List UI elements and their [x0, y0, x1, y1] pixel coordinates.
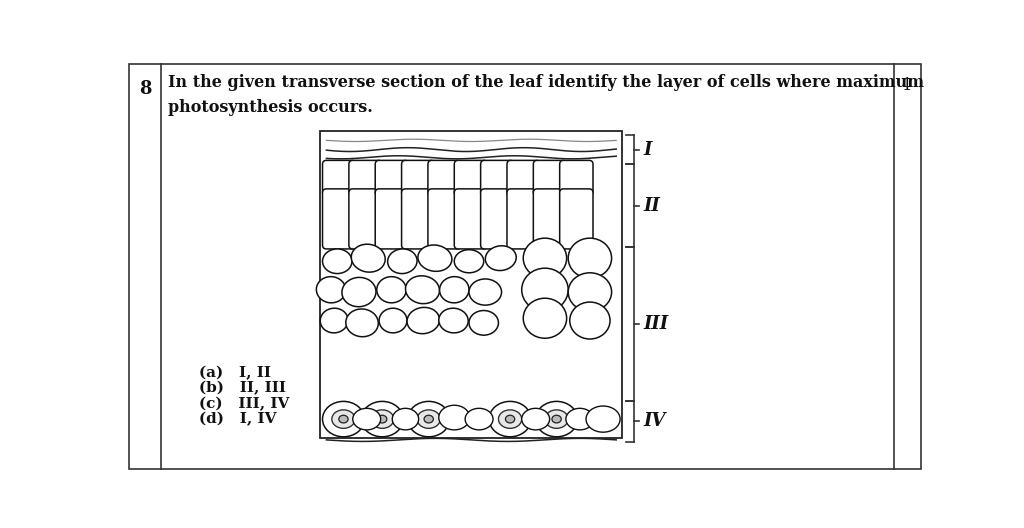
Ellipse shape	[455, 250, 483, 273]
Ellipse shape	[377, 277, 407, 303]
Ellipse shape	[523, 298, 566, 338]
Ellipse shape	[379, 308, 407, 333]
Ellipse shape	[523, 238, 566, 278]
Ellipse shape	[392, 408, 419, 430]
Ellipse shape	[378, 415, 387, 423]
Ellipse shape	[566, 408, 594, 430]
Text: (d)   I, IV: (d) I, IV	[200, 412, 276, 427]
Ellipse shape	[408, 307, 439, 334]
Ellipse shape	[371, 410, 394, 428]
FancyBboxPatch shape	[560, 189, 593, 249]
Ellipse shape	[323, 401, 365, 437]
Ellipse shape	[439, 277, 469, 303]
FancyBboxPatch shape	[507, 161, 541, 196]
Ellipse shape	[342, 277, 376, 307]
Ellipse shape	[465, 408, 493, 430]
Ellipse shape	[469, 310, 499, 335]
Ellipse shape	[469, 279, 502, 305]
Ellipse shape	[499, 410, 521, 428]
Ellipse shape	[569, 302, 610, 339]
Text: II: II	[643, 197, 660, 215]
Ellipse shape	[339, 415, 348, 423]
Ellipse shape	[568, 238, 611, 278]
FancyBboxPatch shape	[323, 161, 356, 196]
FancyBboxPatch shape	[560, 161, 593, 196]
Ellipse shape	[417, 410, 440, 428]
FancyBboxPatch shape	[375, 161, 409, 196]
Ellipse shape	[568, 273, 611, 312]
FancyBboxPatch shape	[455, 161, 487, 196]
FancyBboxPatch shape	[428, 161, 461, 196]
Ellipse shape	[521, 268, 568, 312]
Ellipse shape	[438, 406, 470, 430]
Ellipse shape	[424, 415, 433, 423]
Ellipse shape	[406, 276, 439, 304]
FancyBboxPatch shape	[480, 189, 514, 249]
Ellipse shape	[351, 244, 385, 272]
FancyBboxPatch shape	[401, 161, 435, 196]
FancyBboxPatch shape	[401, 189, 435, 249]
Ellipse shape	[332, 410, 355, 428]
FancyBboxPatch shape	[534, 161, 566, 196]
Ellipse shape	[316, 277, 346, 303]
FancyBboxPatch shape	[428, 189, 461, 249]
Text: III: III	[643, 315, 669, 333]
Text: 1: 1	[901, 77, 912, 94]
Ellipse shape	[489, 401, 531, 437]
Bar	[321, 131, 623, 438]
Ellipse shape	[346, 309, 378, 337]
Ellipse shape	[545, 410, 568, 428]
Text: 8: 8	[139, 80, 152, 98]
Text: In the given transverse section of the leaf identify the layer of cells where ma: In the given transverse section of the l…	[168, 74, 925, 116]
Ellipse shape	[506, 415, 515, 423]
Ellipse shape	[485, 246, 516, 270]
Text: I: I	[643, 140, 651, 158]
FancyBboxPatch shape	[534, 189, 566, 249]
Ellipse shape	[439, 308, 468, 333]
Ellipse shape	[352, 408, 381, 430]
Text: (a)   I, II: (a) I, II	[200, 366, 271, 380]
Ellipse shape	[408, 401, 450, 437]
FancyBboxPatch shape	[480, 161, 514, 196]
FancyBboxPatch shape	[349, 189, 382, 249]
Text: (c)   III, IV: (c) III, IV	[200, 397, 290, 411]
Ellipse shape	[536, 401, 578, 437]
Text: IV: IV	[643, 412, 666, 430]
Ellipse shape	[323, 249, 352, 274]
Ellipse shape	[321, 308, 348, 333]
Ellipse shape	[586, 406, 621, 432]
Ellipse shape	[521, 408, 550, 430]
FancyBboxPatch shape	[349, 161, 382, 196]
FancyBboxPatch shape	[323, 189, 356, 249]
Ellipse shape	[388, 249, 417, 274]
FancyBboxPatch shape	[375, 189, 409, 249]
Ellipse shape	[418, 245, 452, 271]
FancyBboxPatch shape	[507, 189, 541, 249]
FancyBboxPatch shape	[455, 189, 487, 249]
Ellipse shape	[361, 401, 403, 437]
Ellipse shape	[552, 415, 561, 423]
Text: (b)   II, III: (b) II, III	[200, 381, 287, 395]
